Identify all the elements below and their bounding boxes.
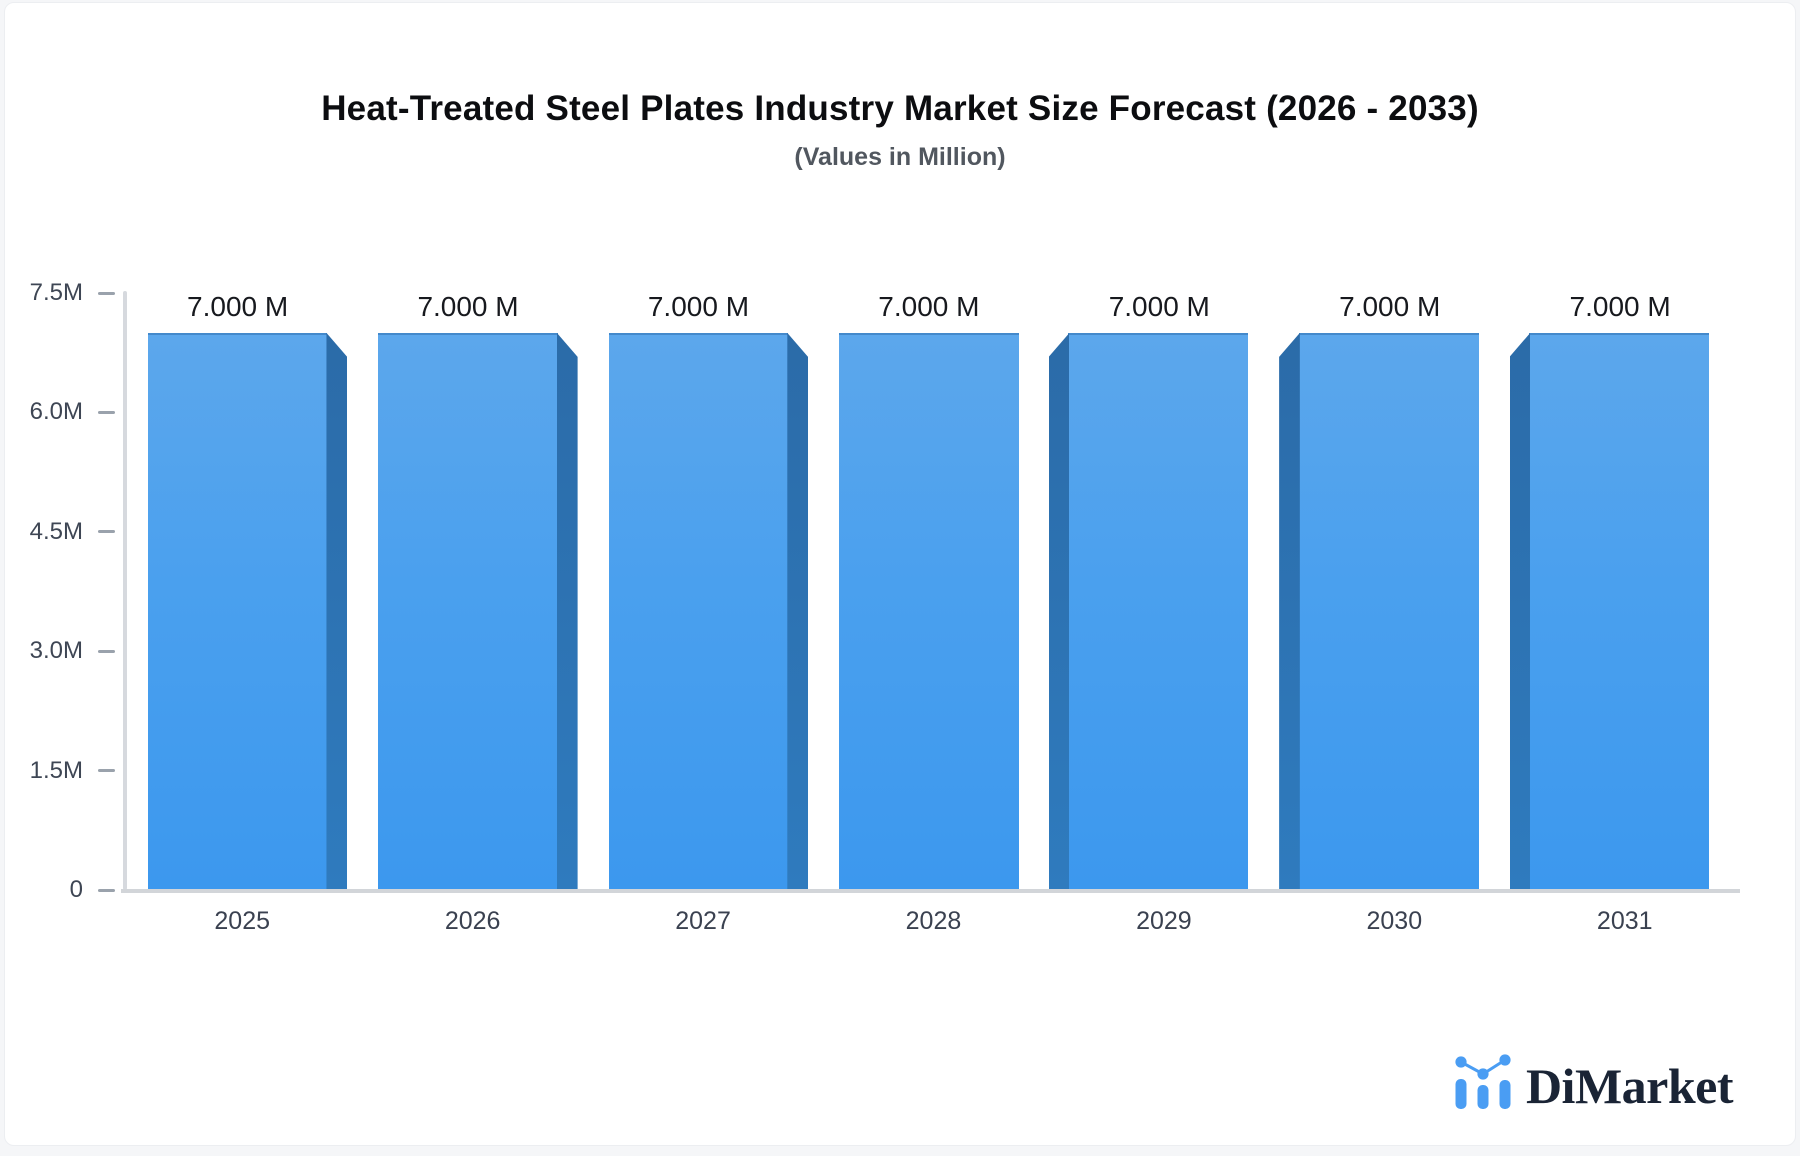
bar-spacer xyxy=(127,333,148,890)
y-tick-label: 7.5M xyxy=(29,279,83,306)
bar-2025[interactable] xyxy=(127,332,357,890)
plot-area: 7.000 M 7.000 M 7.000 M 7.000 M 7.000 M 7.000… xyxy=(121,290,1740,935)
bar-3d-side xyxy=(556,332,578,890)
y-tick-mark xyxy=(98,649,115,653)
y-tick-mark xyxy=(98,410,115,414)
bar-group: 7.000 M xyxy=(127,290,357,890)
bar-group: 7.000 M xyxy=(1279,290,1509,890)
x-axis-label: 2028 xyxy=(905,907,962,935)
bar-value-label: 7.000 M xyxy=(417,290,519,322)
bar-chart: 7.5M 6.0M 4.5M 3.0M 1.5M 0 7.000 M 7.000 M 7.00… xyxy=(5,279,1740,935)
bar-2027[interactable] xyxy=(588,332,818,890)
logo: DiMarket xyxy=(1452,1053,1734,1114)
chart-card: Heat-Treated Steel Plates Industry Marke… xyxy=(4,2,1796,1146)
y-tick-label: 1.5M xyxy=(29,756,83,784)
bar-value-label: 7.000 M xyxy=(1569,290,1671,322)
bar-group: 7.000 M xyxy=(818,290,1048,890)
bar-2026[interactable] xyxy=(357,332,587,890)
y-tick-mark xyxy=(98,530,115,534)
x-axis-label: 2029 xyxy=(1136,907,1192,935)
y-tick: 6.0M xyxy=(30,398,115,426)
x-axis-label: 2031 xyxy=(1596,907,1653,935)
y-tick-mark xyxy=(98,291,115,295)
bar-value-label: 7.000 M xyxy=(878,290,980,322)
y-tick-label: 4.5M xyxy=(29,517,83,545)
bar-spacer xyxy=(1709,333,1730,890)
chart-subtitle: (Values in Million) xyxy=(794,143,1006,171)
logo-text: DiMarket xyxy=(1525,1058,1734,1114)
bar-spacer xyxy=(1479,333,1500,890)
bar-spacer xyxy=(357,333,378,890)
bar-value-label: 7.000 M xyxy=(1108,290,1210,322)
bar-2031[interactable] xyxy=(1509,332,1740,890)
bar-group: 7.000 M xyxy=(1048,290,1279,890)
y-tick: 7.5M xyxy=(30,279,115,307)
bar-3d-side xyxy=(1279,332,1300,890)
x-axis-label: 2030 xyxy=(1366,907,1423,935)
y-tick-label: 0 xyxy=(69,876,83,903)
y-tick: 1.5M xyxy=(30,757,115,785)
bar-value-label: 7.000 M xyxy=(187,290,289,322)
bar-spacer xyxy=(1248,333,1269,890)
bar-spacer xyxy=(1019,333,1040,890)
bar-face[interactable] xyxy=(1298,332,1479,890)
y-tick: 3.0M xyxy=(30,637,115,665)
bar-value-label: 7.000 M xyxy=(647,290,750,322)
bar-3d-side xyxy=(326,332,348,890)
x-axis-label: 2026 xyxy=(444,907,501,935)
x-axis-label: 2027 xyxy=(675,907,731,935)
bar-group: 7.000 M xyxy=(1509,290,1740,890)
bar-spacer xyxy=(818,333,839,890)
bar-2029[interactable] xyxy=(1048,332,1279,890)
y-tick-mark xyxy=(98,888,115,892)
chart-title: Heat-Treated Steel Plates Industry Marke… xyxy=(321,89,1479,128)
bar-3d-side xyxy=(787,332,809,890)
y-tick: 4.5M xyxy=(30,518,115,546)
y-tick: 0 xyxy=(70,876,115,904)
y-axis: 7.5M 6.0M 4.5M 3.0M 1.5M 0 xyxy=(5,279,123,903)
bar-3d-side xyxy=(1509,332,1531,890)
bar-face[interactable] xyxy=(1529,332,1709,890)
y-tick-label: 6.0M xyxy=(29,398,83,426)
y-axis-line xyxy=(123,291,127,890)
bar-2028[interactable] xyxy=(818,332,1048,890)
bar-face[interactable] xyxy=(147,332,328,890)
bar-face[interactable] xyxy=(839,332,1019,890)
bar-3d-side xyxy=(1048,332,1070,890)
y-tick-mark xyxy=(98,769,115,773)
bar-2030[interactable] xyxy=(1279,332,1509,890)
x-axis-label: 2025 xyxy=(214,907,271,935)
x-axis-line xyxy=(121,889,1740,893)
bar-value-label: 7.000 M xyxy=(1339,290,1441,322)
bar-face[interactable] xyxy=(378,332,558,890)
x-axis-labels: 2025 2026 2027 2028 2029 2030 2031 xyxy=(127,907,1740,936)
bar-face[interactable] xyxy=(1068,332,1249,890)
dimarket-logo-icon xyxy=(1455,1054,1511,1109)
bar-group: 7.000 M xyxy=(357,290,587,890)
bar-face[interactable] xyxy=(608,332,789,890)
bars-container: 7.000 M 7.000 M 7.000 M 7.000 M 7.000 M 7.000… xyxy=(127,290,1740,890)
y-tick-label: 3.0M xyxy=(29,637,83,665)
bar-spacer xyxy=(588,333,609,890)
bar-group: 7.000 M xyxy=(588,290,818,890)
